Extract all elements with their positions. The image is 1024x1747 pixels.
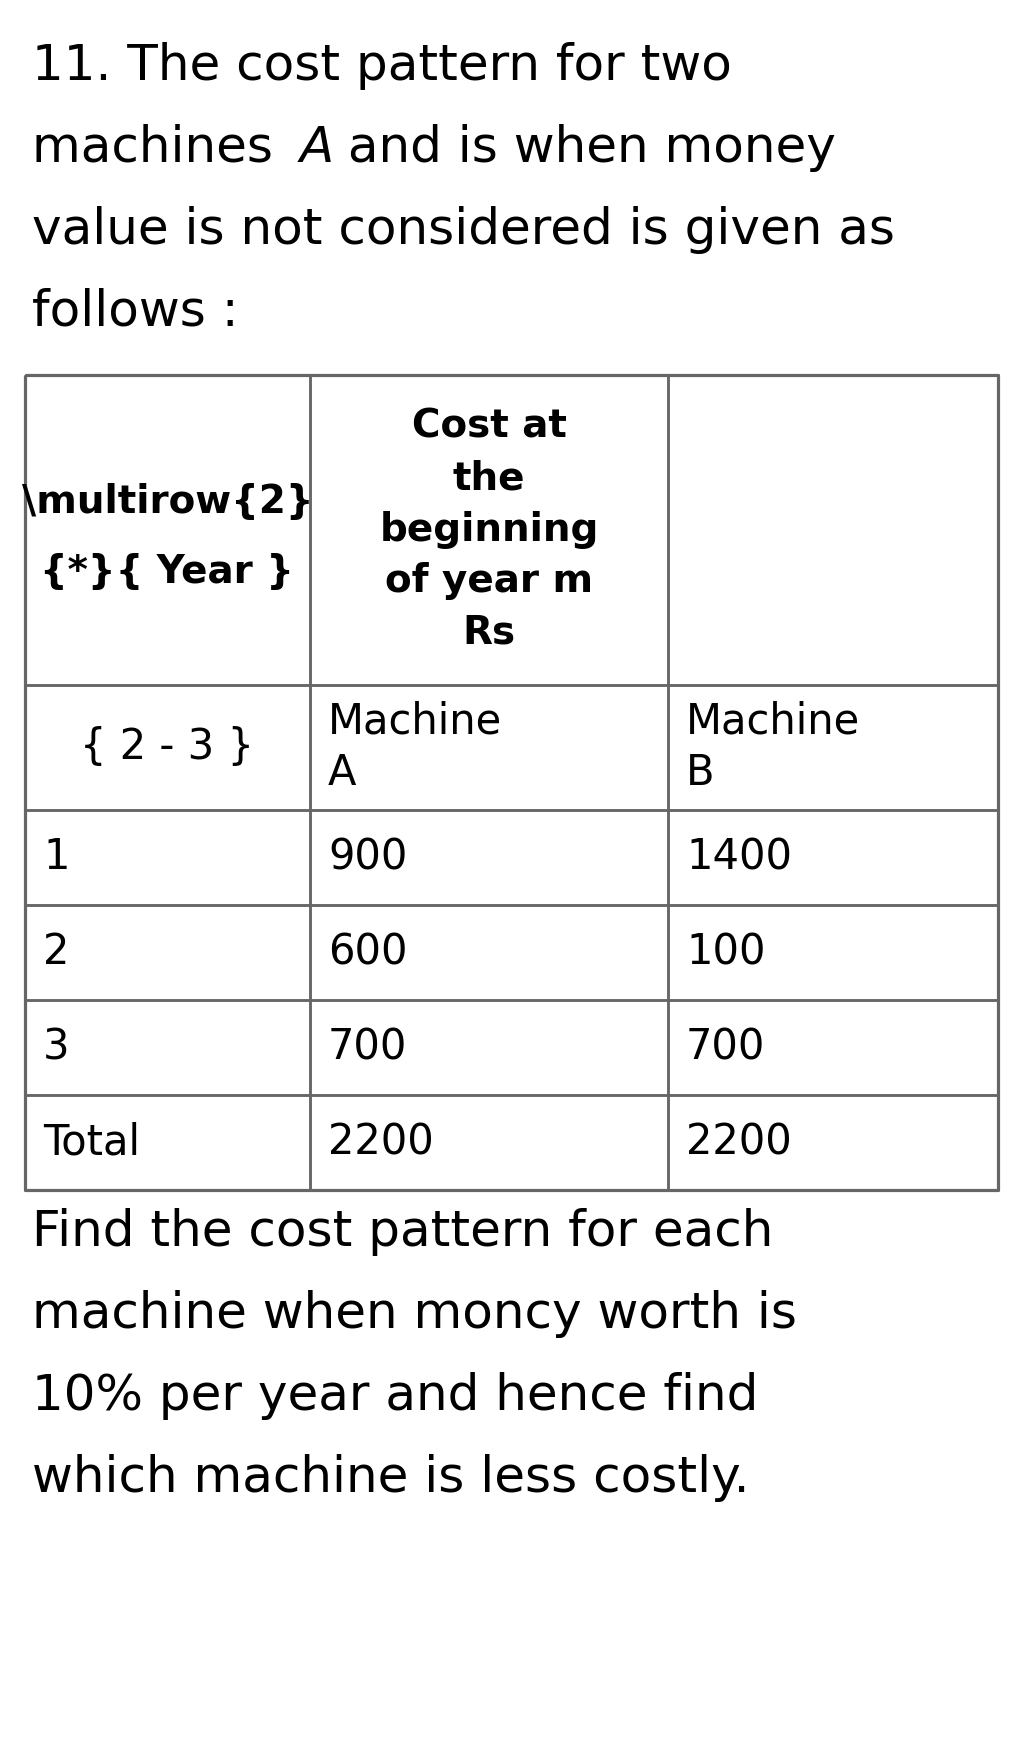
Text: follows :: follows : (32, 288, 239, 335)
Text: 2200: 2200 (328, 1122, 434, 1164)
Text: 1400: 1400 (686, 837, 792, 879)
Text: Machine
A: Machine A (328, 701, 502, 795)
Text: {*}{ Year }: {*}{ Year } (41, 554, 295, 590)
Text: 2200: 2200 (686, 1122, 792, 1164)
Text: 700: 700 (328, 1027, 408, 1069)
Text: which machine is less costly.: which machine is less costly. (32, 1454, 750, 1502)
Text: and is when money: and is when money (332, 124, 836, 171)
Text: machine when moncy worth is: machine when moncy worth is (32, 1289, 797, 1338)
Text: 3: 3 (43, 1027, 70, 1069)
Text: 11. The cost pattern for two: 11. The cost pattern for two (32, 42, 732, 91)
Text: 10% per year and hence find: 10% per year and hence find (32, 1371, 759, 1420)
Text: 1: 1 (43, 837, 70, 879)
Text: 600: 600 (328, 931, 408, 973)
Text: Cost at
the
beginning
of year m
Rs: Cost at the beginning of year m Rs (379, 409, 599, 652)
Text: 700: 700 (686, 1027, 765, 1069)
Text: 2: 2 (43, 931, 70, 973)
Text: 100: 100 (686, 931, 766, 973)
Text: A: A (300, 124, 334, 171)
Text: Find the cost pattern for each: Find the cost pattern for each (32, 1207, 773, 1256)
Text: { 2 - 3 }: { 2 - 3 } (81, 727, 255, 769)
Text: \multirow{2}: \multirow{2} (22, 482, 313, 521)
Text: Machine
B: Machine B (686, 701, 860, 795)
Text: Total: Total (43, 1122, 140, 1164)
Text: machines: machines (32, 124, 289, 171)
Text: 900: 900 (328, 837, 408, 879)
Text: value is not considered is given as: value is not considered is given as (32, 206, 895, 253)
